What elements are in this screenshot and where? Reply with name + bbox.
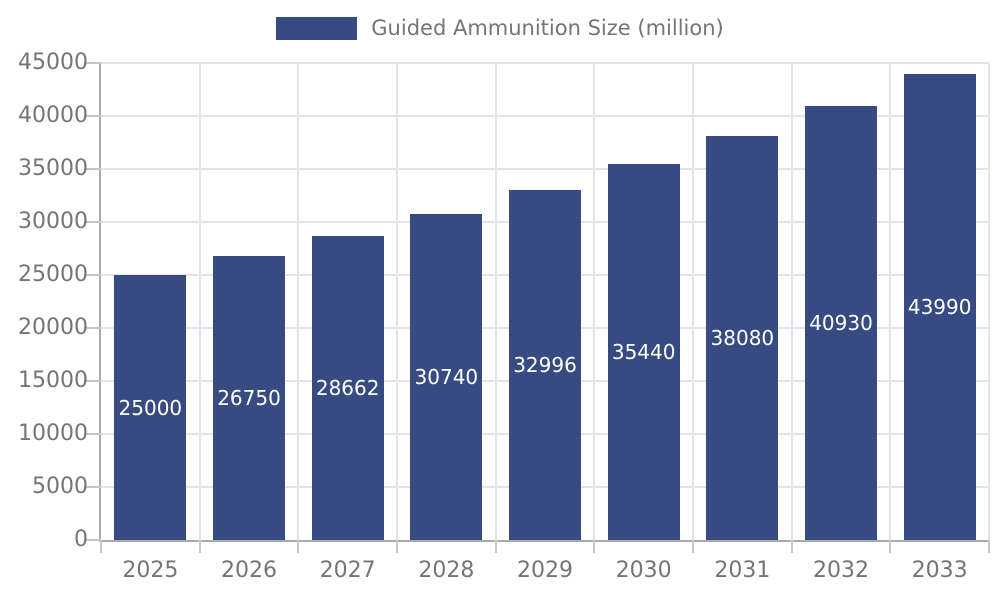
y-tick-label: 40000 xyxy=(18,103,88,128)
x-tick-mark xyxy=(494,540,497,553)
bar-value-label: 43990 xyxy=(907,294,972,319)
x-tick-label: 2033 xyxy=(911,558,968,583)
y-tick-label: 10000 xyxy=(18,421,88,446)
y-tick-mark xyxy=(84,327,101,329)
bar: 40930 xyxy=(805,106,877,540)
v-gridline xyxy=(692,63,694,540)
y-axis-line xyxy=(99,63,101,540)
bar-value-label: 40930 xyxy=(809,311,873,336)
x-tick-label: 2029 xyxy=(516,558,573,583)
y-tick-label: 35000 xyxy=(18,156,88,181)
x-tick-mark xyxy=(198,540,201,553)
legend-label: Guided Ammunition Size (million) xyxy=(371,16,724,40)
y-tick-mark xyxy=(84,433,101,435)
bar: 26750 xyxy=(213,256,285,540)
legend-swatch xyxy=(276,17,358,40)
bar-value-label: 32996 xyxy=(513,353,577,378)
bar: 43990 xyxy=(903,73,976,540)
x-tick-mark xyxy=(889,540,892,553)
bar: 32996 xyxy=(509,190,581,540)
y-tick-mark xyxy=(84,168,101,170)
bar: 28662 xyxy=(311,236,384,540)
bar-value-label: 38080 xyxy=(710,326,775,351)
bar: 25000 xyxy=(114,275,187,540)
x-tick-label: 2025 xyxy=(122,558,179,583)
v-gridline xyxy=(988,63,990,540)
v-gridline xyxy=(889,63,892,540)
x-tick-label: 2031 xyxy=(714,558,771,583)
y-tick-mark xyxy=(84,539,101,541)
bar-value-label: 35440 xyxy=(611,340,676,365)
x-tick-mark xyxy=(988,540,990,553)
x-tick-mark xyxy=(692,540,694,553)
y-tick-mark xyxy=(84,62,101,64)
bar: 35440 xyxy=(607,164,680,540)
x-tick-mark xyxy=(396,540,398,553)
y-tick-label: 30000 xyxy=(18,209,88,234)
v-gridline xyxy=(494,63,497,540)
h-gridline xyxy=(101,115,989,117)
x-tick-label: 2026 xyxy=(220,558,277,583)
v-gridline xyxy=(396,63,398,540)
h-gridline xyxy=(101,62,989,64)
v-gridline xyxy=(593,63,596,540)
legend: Guided Ammunition Size (million) xyxy=(0,16,1000,41)
y-tick-mark xyxy=(84,380,101,382)
y-tick-mark xyxy=(84,115,101,117)
y-tick-label: 0 xyxy=(74,527,88,552)
v-gridline xyxy=(790,63,793,540)
x-tick-mark xyxy=(100,540,102,553)
y-tick-label: 5000 xyxy=(32,474,88,499)
y-tick-label: 15000 xyxy=(18,368,88,393)
x-axis-line xyxy=(99,540,990,542)
y-tick-label: 25000 xyxy=(18,262,88,287)
x-tick-label: 2028 xyxy=(418,558,475,583)
bar: 38080 xyxy=(706,136,779,540)
x-tick-mark xyxy=(297,540,300,553)
x-tick-label: 2027 xyxy=(319,558,376,583)
bar-value-label: 26750 xyxy=(217,386,281,411)
plot-area: 25000 26750 28662 30740 32996 35440 38080 40930… xyxy=(99,62,990,542)
bar-value-label: 25000 xyxy=(118,395,183,420)
y-tick-label: 45000 xyxy=(18,50,88,75)
v-gridline xyxy=(297,63,300,540)
y-tick-mark xyxy=(84,221,101,223)
v-gridline xyxy=(198,63,201,540)
y-tick-label: 20000 xyxy=(18,315,88,340)
x-tick-mark xyxy=(593,540,596,553)
bar: 30740 xyxy=(410,214,483,540)
h-gridline xyxy=(101,168,989,170)
x-tick-mark xyxy=(790,540,793,553)
bar-value-label: 30740 xyxy=(414,365,479,390)
y-tick-mark xyxy=(84,486,101,488)
x-tick-label: 2030 xyxy=(615,558,672,583)
y-tick-mark xyxy=(84,274,101,276)
bar-value-label: 28662 xyxy=(315,376,380,401)
x-tick-label: 2032 xyxy=(812,558,869,583)
